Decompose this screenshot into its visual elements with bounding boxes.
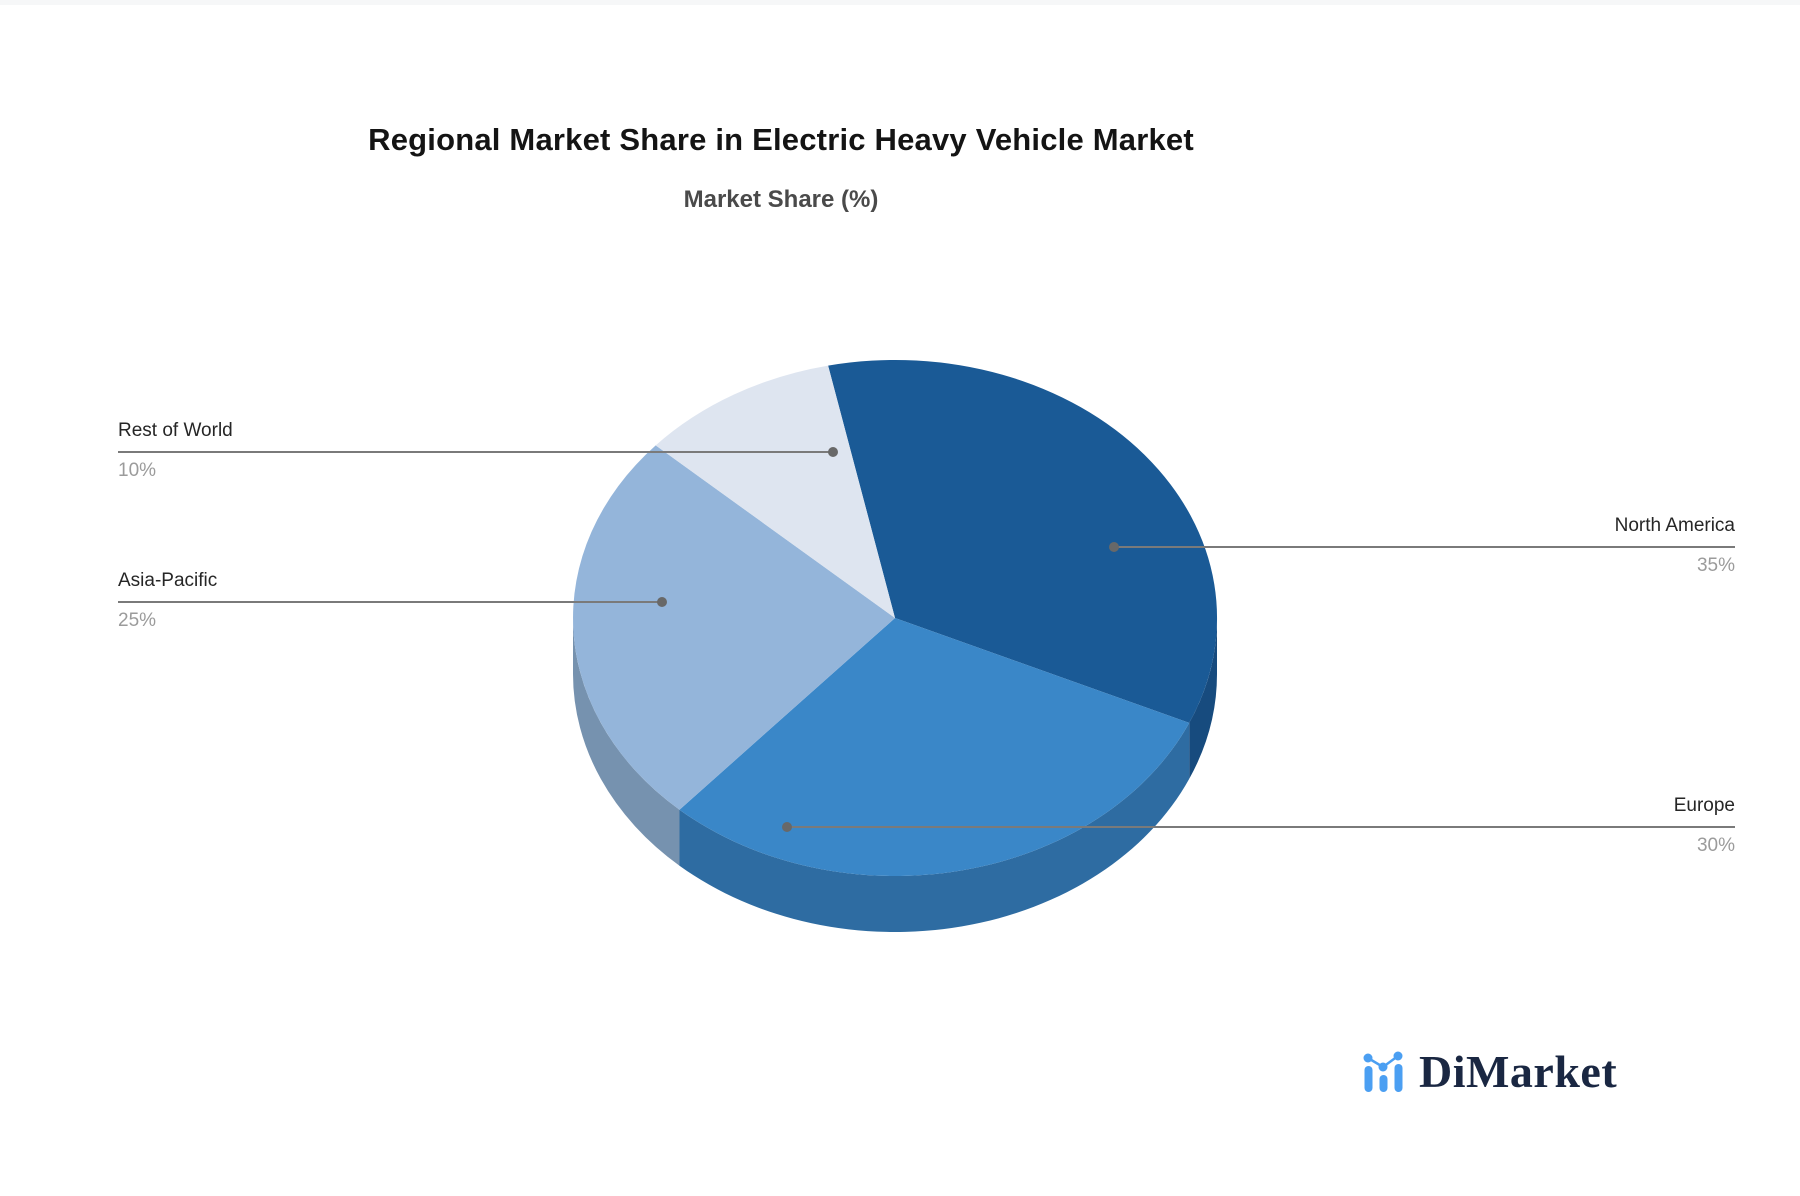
leader-dot-europe <box>782 822 792 832</box>
leader-dot-asia-pacific <box>657 597 667 607</box>
callout-value-rest-of-world: 10% <box>118 460 157 481</box>
bar-line-chart-logo-icon <box>1363 1051 1403 1092</box>
callout-value-north-america: 35% <box>1696 555 1735 576</box>
callout-label-asia-pacific: Asia-Pacific <box>118 570 218 591</box>
dimarket-logo: DiMarket <box>1360 1040 1617 1096</box>
leader-dot-rest-of-world <box>828 447 838 457</box>
callout-label-europe: Europe <box>1673 795 1735 816</box>
pie-slice-north-america[interactable] <box>828 359 1218 723</box>
pie-slice-asia-pacific[interactable] <box>573 445 895 810</box>
pie-slice-side-asia-pacific <box>573 618 680 866</box>
brand-wordmark: DiMarket <box>1419 1046 1618 1097</box>
pie-slice-side-europe <box>679 722 1190 933</box>
leader-dot-north-america <box>1109 542 1119 552</box>
callout-value-europe: 30% <box>1696 835 1735 856</box>
chart-subtitle: Market Share (%) <box>683 186 879 213</box>
callout-value-asia-pacific: 25% <box>118 610 157 631</box>
pie-slice-side-north-america <box>1189 618 1217 779</box>
pie-slice-europe[interactable] <box>679 618 1190 877</box>
callout-label-rest-of-world: Rest of World <box>118 420 233 441</box>
callout-label-north-america: North America <box>1614 515 1735 536</box>
window-top-strip <box>0 0 1800 5</box>
chart-title: Regional Market Share in Electric Heavy … <box>368 122 1194 157</box>
pie-slice-rest-of-world[interactable] <box>655 365 895 618</box>
